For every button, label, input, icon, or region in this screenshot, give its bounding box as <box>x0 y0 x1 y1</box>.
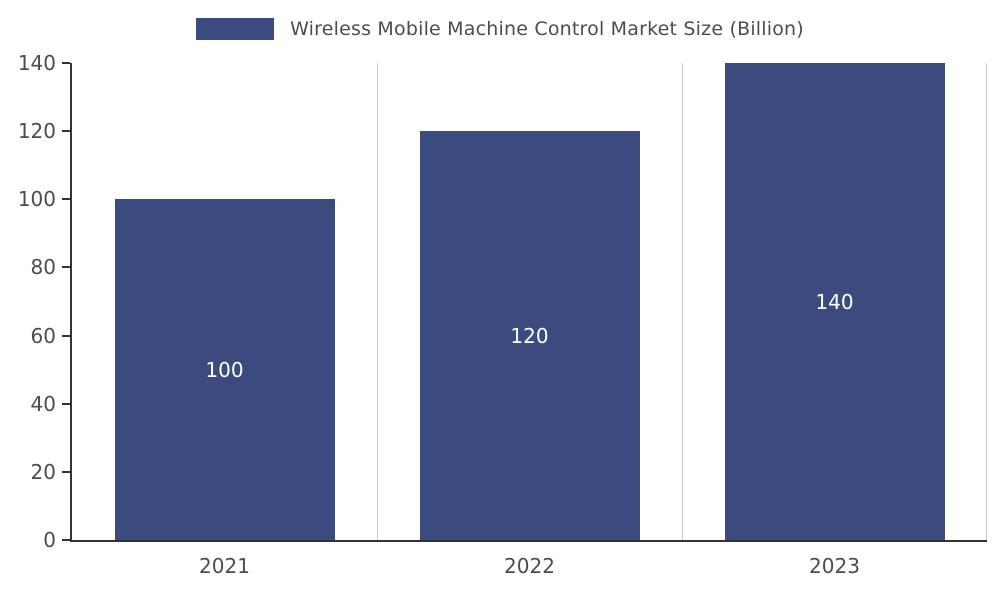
chart-title: Wireless Mobile Machine Control Market S… <box>290 18 804 40</box>
y-axis-tick-label: 80 <box>30 255 56 280</box>
y-axis-tick-mark <box>62 130 70 133</box>
y-axis-tick-label: 120 <box>17 119 56 144</box>
gridline-vertical <box>682 63 683 540</box>
y-axis-tick-mark <box>62 266 70 269</box>
bar-2022[interactable]: 120 <box>419 131 640 540</box>
bar-2023[interactable]: 140 <box>724 63 945 540</box>
x-axis-tick-label: 2021 <box>199 554 250 578</box>
bar-value-label: 100 <box>205 357 244 382</box>
y-axis-tick-mark <box>62 62 70 64</box>
chart-legend: Wireless Mobile Machine Control Market S… <box>0 18 1000 40</box>
y-axis-tick-label: 0 <box>43 528 56 552</box>
plot-area: 0 20 40 60 80 100 120 140 100 120 140 2021 2022 2023 <box>18 51 987 578</box>
legend-swatch <box>196 18 275 40</box>
bar-value-label: 140 <box>815 289 854 314</box>
y-axis-tick-label: 100 <box>17 187 56 212</box>
y-axis-tick-label: 140 <box>17 51 56 75</box>
gridline-vertical <box>377 63 378 540</box>
bar-2021[interactable]: 100 <box>114 199 335 540</box>
y-axis-tick-mark <box>62 402 70 405</box>
y-axis-tick-mark <box>62 334 70 337</box>
y-axis-tick-mark <box>62 198 70 201</box>
y-axis-tick-label: 40 <box>30 391 56 416</box>
y-axis-tick-mark <box>62 470 70 473</box>
y-axis-tick-label: 60 <box>30 323 56 348</box>
y-axis-tick-mark <box>62 539 70 541</box>
y-axis-tick-label: 20 <box>30 459 56 484</box>
bar-value-label: 120 <box>510 323 549 348</box>
x-axis-tick-label: 2022 <box>504 554 555 578</box>
x-axis-tick-label: 2023 <box>809 554 860 578</box>
gridline-vertical <box>986 63 987 540</box>
